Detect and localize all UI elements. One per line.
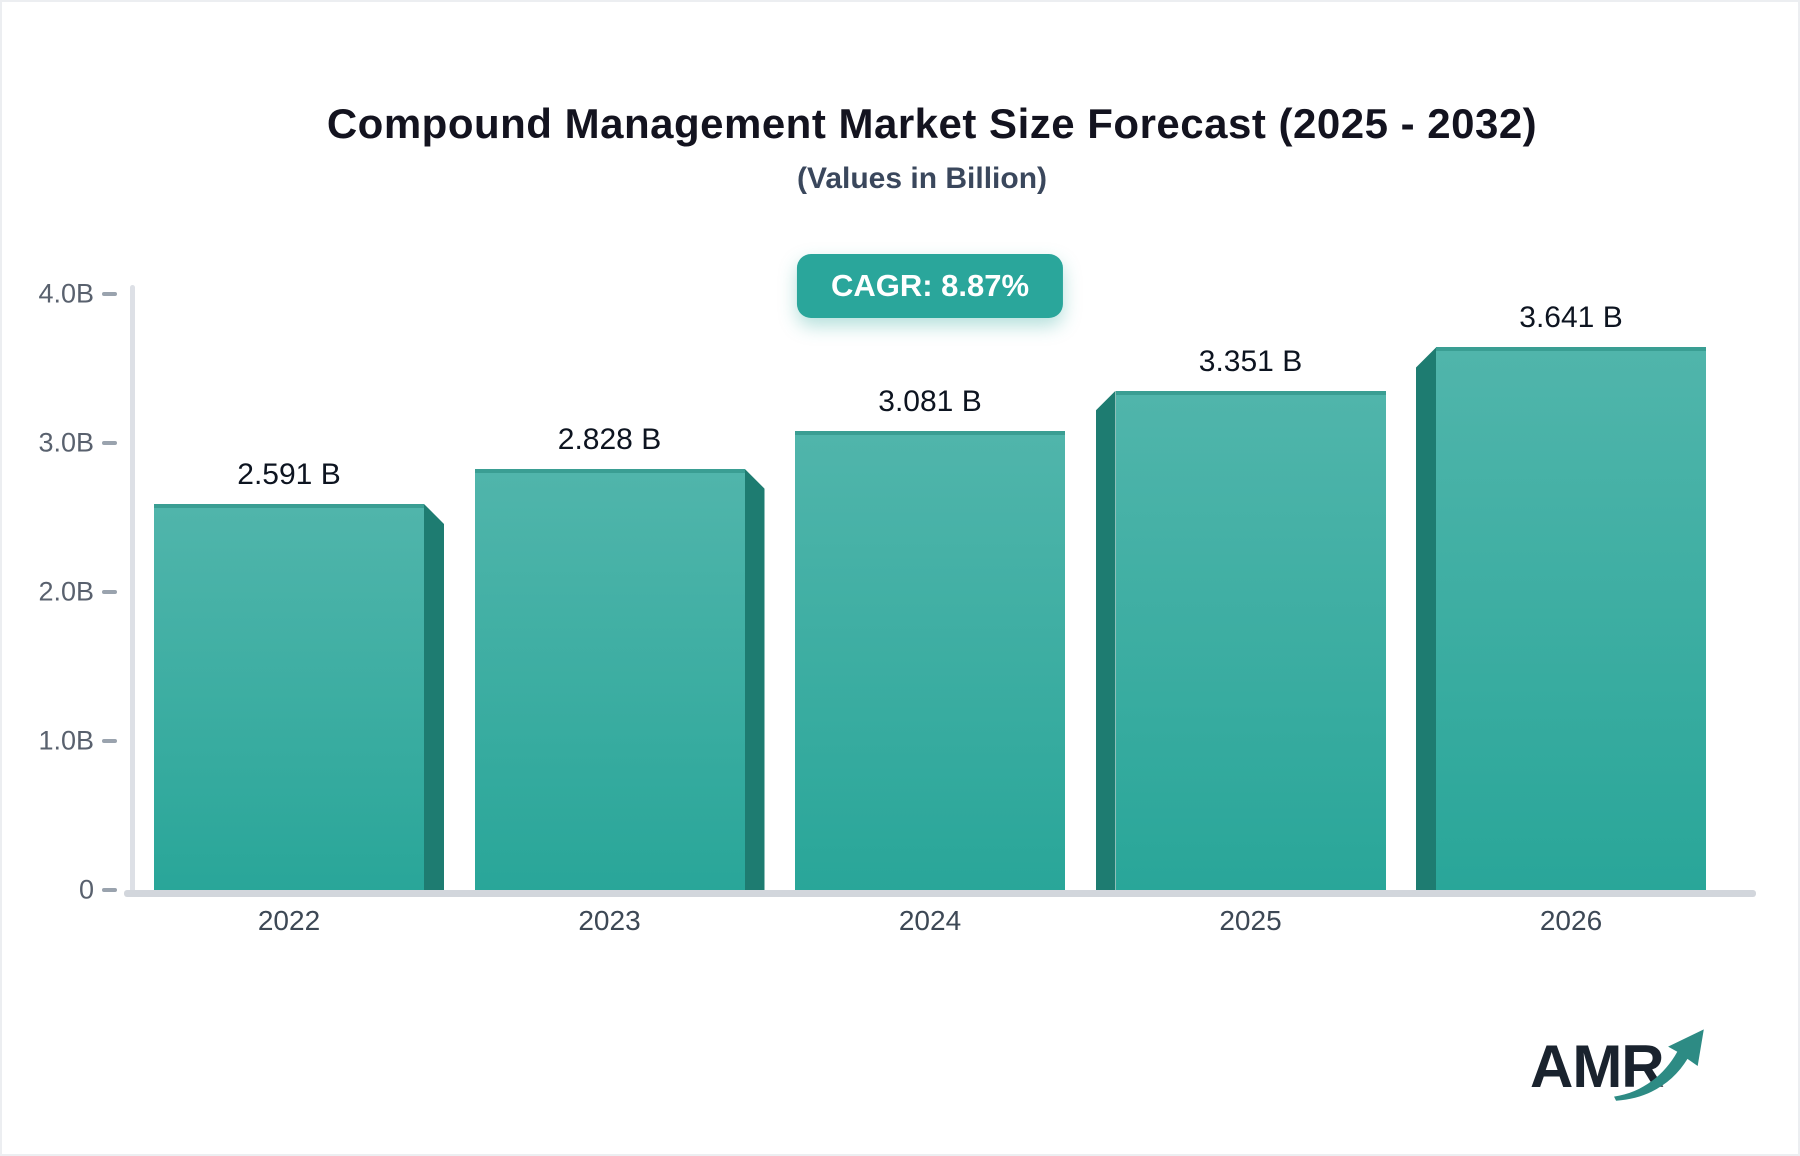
y-tick-label: 3.0B: [38, 427, 94, 458]
bar-2024: [795, 430, 1065, 890]
x-tick-label-2022: 2022: [257, 905, 321, 936]
bar-side-2026: [1416, 347, 1436, 890]
bar-value-label-2023: 2.828 B: [557, 422, 662, 456]
amr-logo: AMR: [1530, 1029, 1730, 1122]
chart-subtitle: (Values in Billion): [796, 162, 1048, 195]
y-axis-line: [130, 285, 135, 896]
y-tick-dash: [102, 441, 117, 445]
bar-value-label-2026: 3.641 B: [1519, 301, 1623, 335]
chart-title: Compound Management Market Size Forecast…: [326, 100, 1538, 147]
x-tick-label-2023: 2023: [578, 905, 641, 936]
bar-2022: [154, 503, 424, 890]
bar-value-label-2022: 2.591 B: [237, 457, 341, 491]
y-tick-dash: [102, 590, 117, 594]
x-tick-label-2024: 2024: [898, 905, 962, 936]
y-tick-dash: [102, 292, 117, 296]
bar-side-2025: [1095, 390, 1116, 890]
y-tick-label: 0: [78, 874, 94, 905]
y-tick-label: 2.0B: [38, 576, 94, 607]
y-tick-label: 1.0B: [38, 725, 94, 756]
cagr-badge: CAGR: 8.87%: [796, 254, 1064, 318]
bar-2026: [1436, 347, 1706, 890]
bar-value-label-2025: 3.351 B: [1198, 344, 1303, 378]
trend-up-arrow-icon: [1614, 1029, 1704, 1101]
bar-side-2022: [424, 503, 444, 890]
bar-side-2023: [744, 468, 765, 890]
bar-2025: [1115, 390, 1386, 890]
y-tick-label: 4.0B: [38, 278, 94, 309]
y-tick-dash: [102, 739, 117, 743]
bar-2023: [474, 468, 745, 890]
x-tick-label-2025: 2025: [1219, 905, 1282, 936]
bar-value-label-2024: 3.081 B: [878, 384, 982, 418]
x-tick-label-2026: 2026: [1539, 905, 1603, 936]
y-tick-dash: [102, 888, 117, 892]
x-axis-line: [124, 890, 1756, 897]
